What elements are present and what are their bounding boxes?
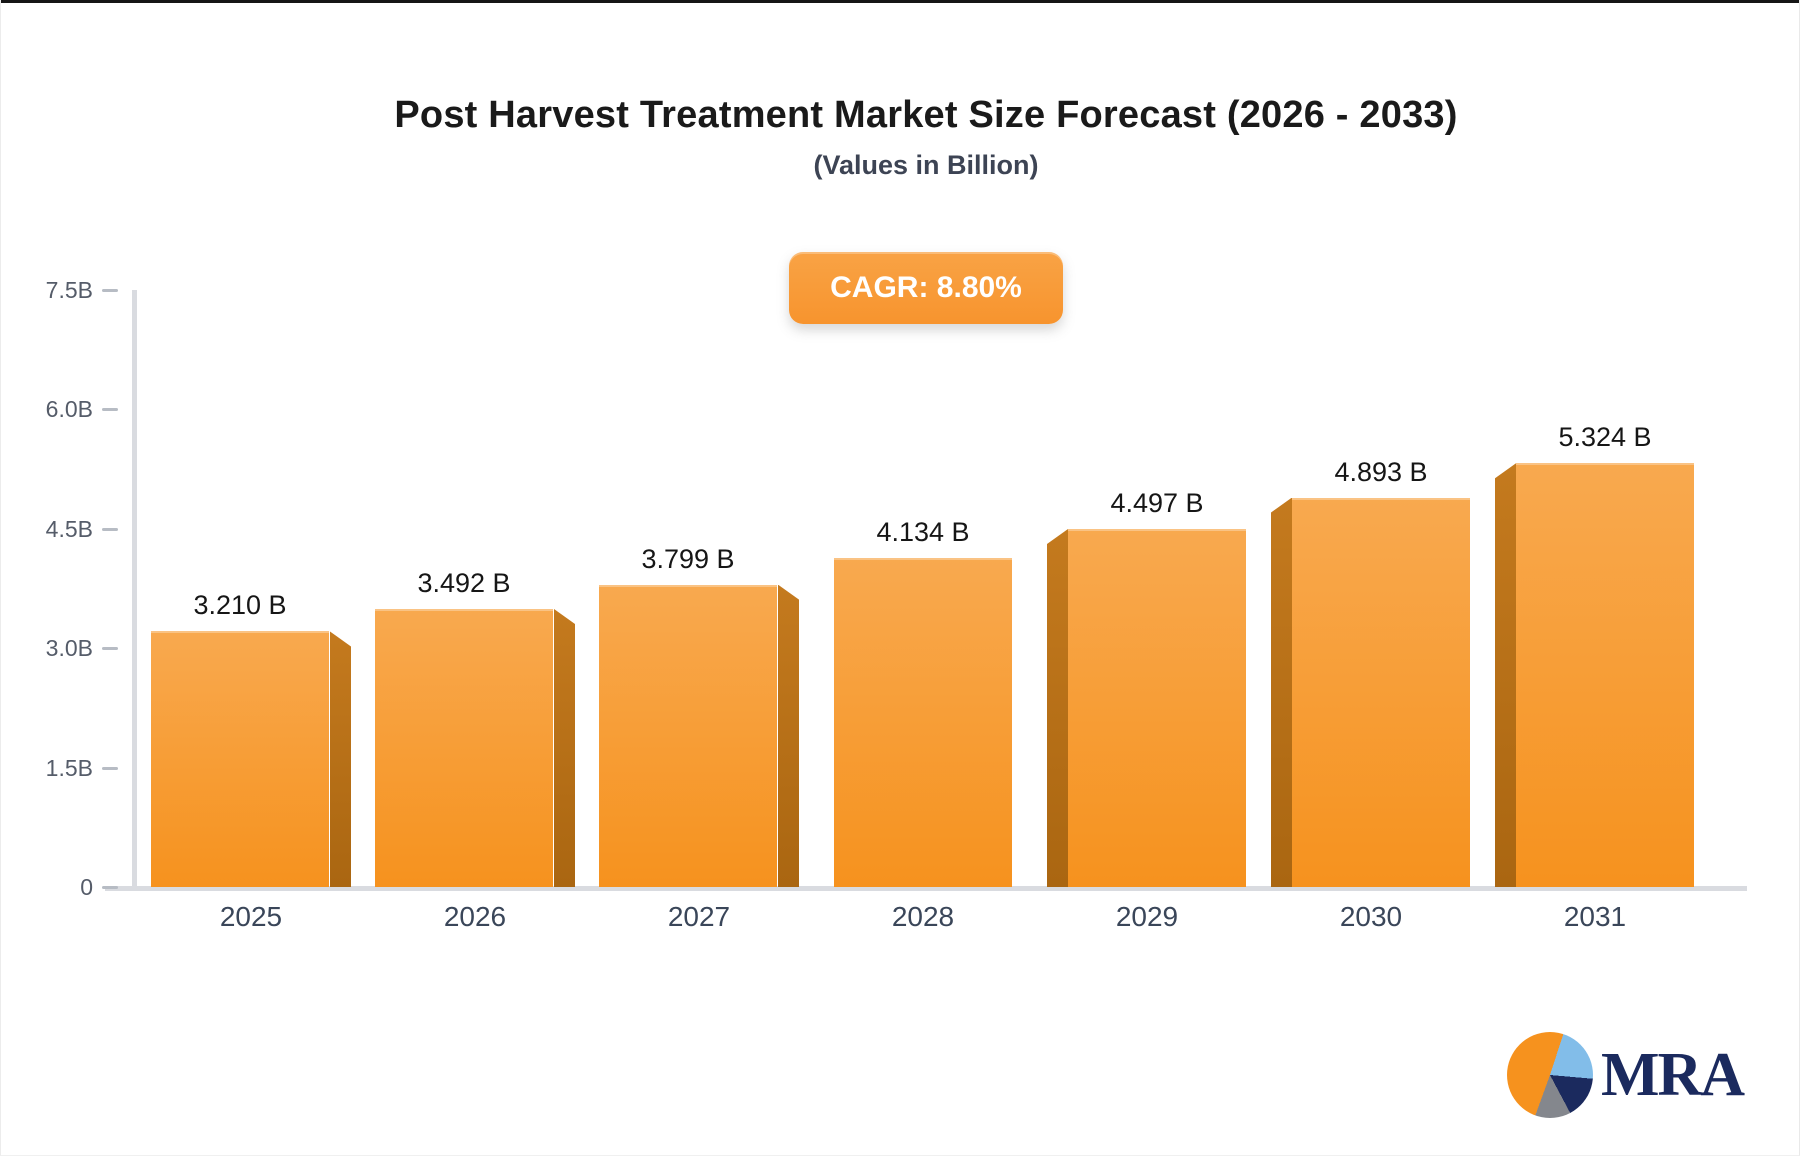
mra-logo: MRA: [1507, 1030, 1745, 1120]
logo-text: MRA: [1601, 1041, 1745, 1109]
x-axis-line: [105, 886, 1747, 891]
bar-side-2029: [1047, 529, 1068, 887]
bar-side-2025: [330, 631, 351, 887]
bar-value-label-2026: 3.492 B: [417, 568, 511, 599]
bar-value-label-2027: 3.799 B: [641, 543, 735, 574]
y-tick-dash: [102, 408, 118, 412]
bar-value-label-2031: 5.324 B: [1558, 422, 1652, 453]
chart-title: Post Harvest Treatment Market Size Forec…: [394, 94, 1458, 136]
x-axis-label-2026: 2026: [443, 901, 507, 932]
y-tick-label: 6.0B: [45, 396, 93, 423]
bar-side-2026: [554, 609, 575, 887]
bar-2031: [1516, 463, 1694, 887]
top-border-line: [1, 0, 1799, 3]
y-tick-dash: [102, 527, 118, 531]
pie-chart-logo-icon: [1507, 1032, 1593, 1118]
x-axis-label-2028: 2028: [891, 901, 955, 932]
bar-value-label-2029: 4.497 B: [1110, 488, 1204, 519]
bar-value-label-2028: 4.134 B: [876, 516, 970, 547]
x-axis-label-2025: 2025: [219, 901, 283, 932]
y-tick-label: 0: [80, 874, 93, 900]
y-axis-line: [132, 290, 137, 888]
y-tick-label: 4.5B: [45, 515, 93, 542]
bar-value-label-2025: 3.210 B: [193, 590, 287, 621]
bar-2028: [834, 557, 1012, 887]
y-tick-label: 3.0B: [45, 635, 93, 662]
y-tick-label: 7.5B: [45, 277, 93, 303]
bar-2030: [1292, 497, 1470, 887]
x-axis-label-2030: 2030: [1339, 901, 1403, 932]
y-tick-dash: [102, 766, 118, 770]
y-tick-label: 1.5B: [45, 754, 93, 781]
bar-value-label-2030: 4.893 B: [1334, 456, 1428, 487]
y-tick-dash: [102, 647, 118, 651]
bar-side-2031: [1495, 463, 1516, 887]
bar-2025: [151, 631, 329, 887]
cagr-badge-label: CAGR: 8.80%: [830, 271, 1022, 304]
cagr-badge: CAGR: 8.80%: [789, 252, 1063, 324]
y-tick-dash: [102, 886, 118, 889]
bar-side-2027: [778, 584, 799, 887]
x-axis-label-2031: 2031: [1563, 901, 1627, 932]
bar-2029: [1068, 529, 1246, 887]
x-axis-label-2027: 2027: [667, 901, 731, 932]
bar-2026: [375, 609, 553, 887]
bar-side-2030: [1271, 497, 1292, 887]
chart-subtitle: (Values in Billion): [813, 150, 1039, 180]
x-axis-label-2029: 2029: [1115, 901, 1179, 932]
bar-2027: [599, 584, 777, 887]
y-tick-dash: [102, 289, 118, 292]
